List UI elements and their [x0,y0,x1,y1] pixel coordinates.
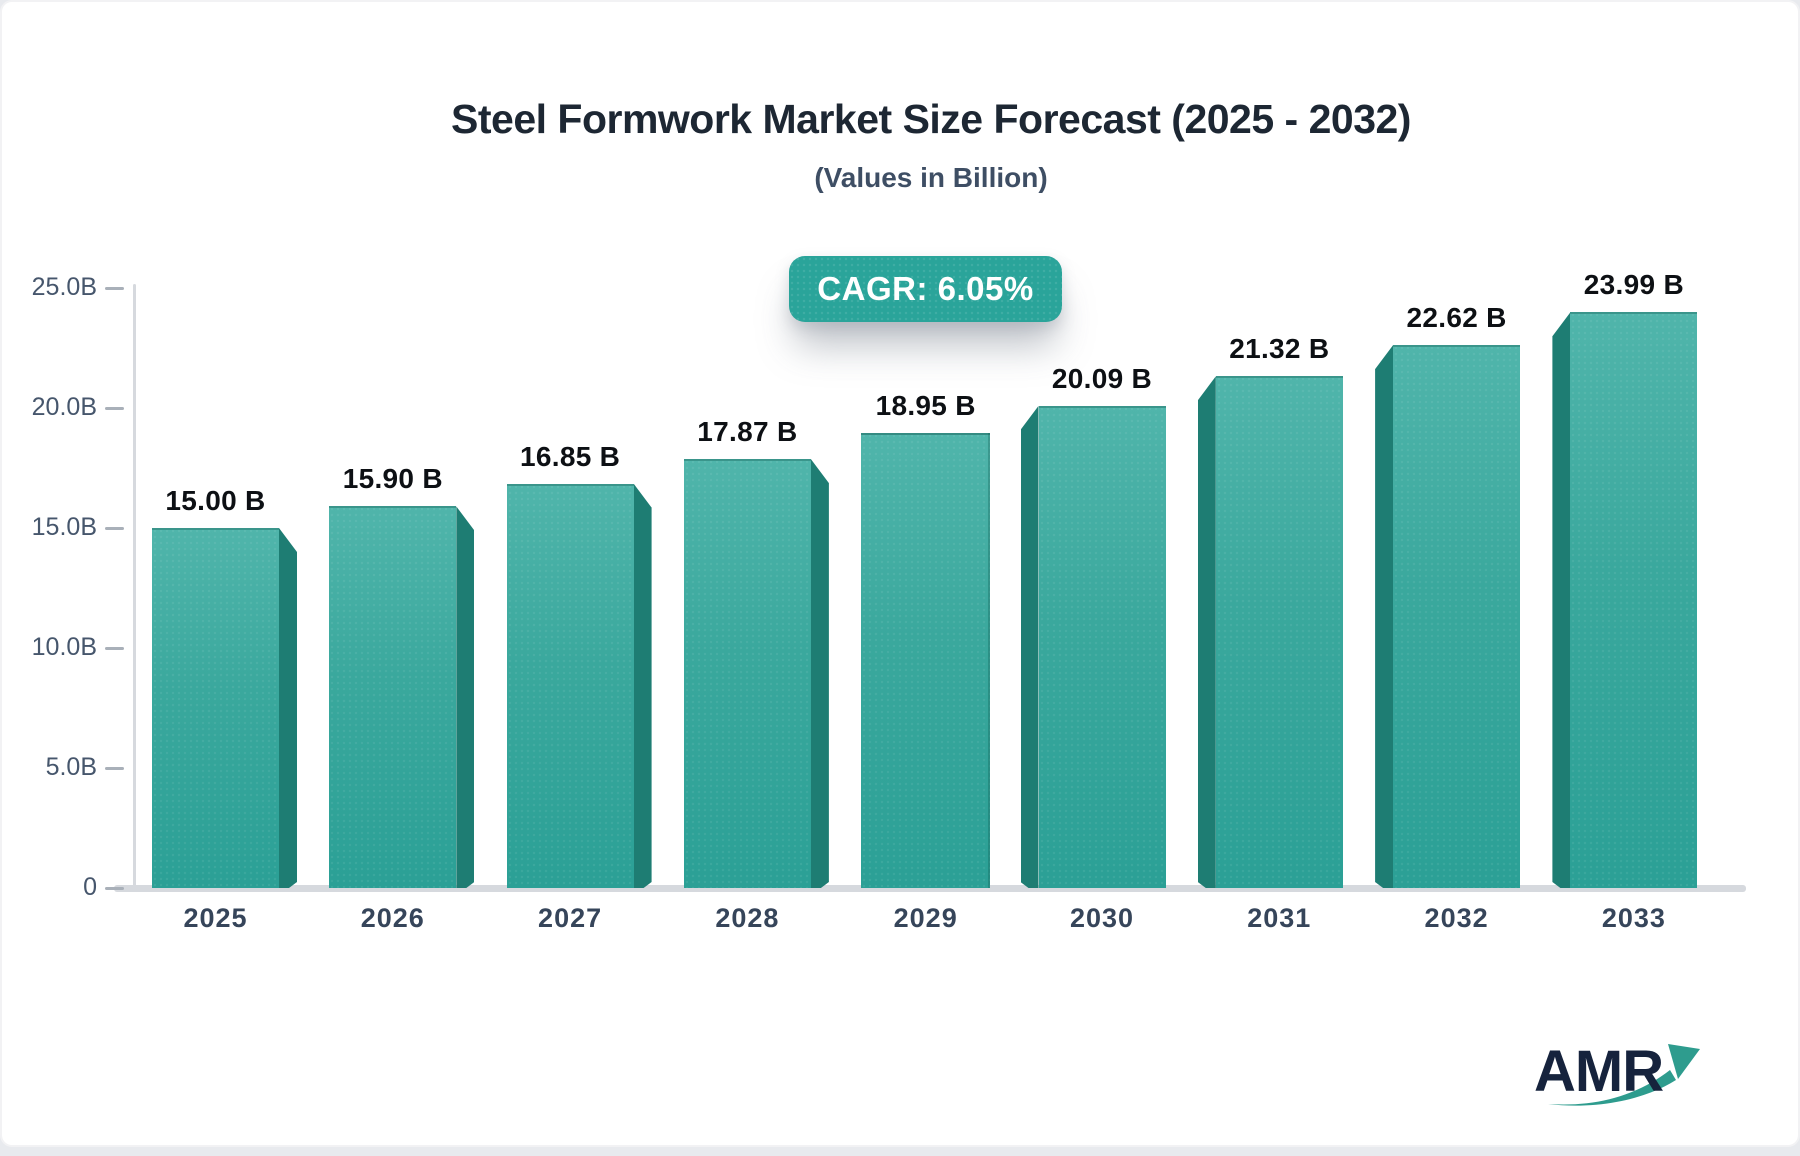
x-axis-label-2031: 2031 [1247,903,1312,933]
y-axis-tick-label: 0 [83,873,97,901]
bar-value-label-2028: 17.87 B [697,416,798,448]
bar-2029 [861,433,991,888]
y-axis-line [133,284,136,890]
bar-2030 [1038,405,1166,888]
y-axis-tick-label: 10.0B [31,633,97,661]
bar-side-2030 [1021,406,1039,888]
y-axis-tick [105,887,124,890]
chart-subtitle: (Values in Billion) [814,162,1048,193]
bar-2031 [1215,376,1343,888]
x-axis-label-2025: 2025 [183,903,248,933]
x-axis-label-2029: 2029 [893,903,958,933]
y-axis-tick [105,647,124,650]
bar-side-2032 [1375,345,1393,888]
y-axis-tick-label: 20.0B [31,393,97,421]
chart-title: Steel Formwork Market Size Forecast (202… [451,96,1411,142]
bar-side-2025 [279,528,297,888]
y-axis-tick [105,407,124,410]
x-axis-label-2026: 2026 [360,903,425,933]
bar-value-label-2033: 23.99 B [1583,269,1684,301]
bar-side-2026 [456,506,474,888]
x-axis-label-2027: 2027 [538,903,603,933]
amr-logo: AMR [1534,1032,1724,1118]
y-axis-tick [105,287,124,290]
y-axis-tick-label: 25.0B [31,273,97,301]
bar-2032 [1393,345,1521,888]
cagr-badge: CAGR: 6.05% [789,256,1062,322]
bar-side-2027 [634,484,652,888]
bar-value-label-2026: 15.90 B [342,463,443,495]
bar-value-label-2032: 22.62 B [1406,302,1507,334]
x-axis-label-2033: 2033 [1601,903,1666,933]
y-axis-tick-label: 15.0B [31,513,97,541]
y-axis-tick-label: 5.0B [45,753,97,781]
bar-value-label-2029: 18.95 B [875,390,976,422]
x-axis-line [114,885,1746,892]
amr-logo-text: AMR [1534,1039,1664,1104]
bar-side-2028 [811,459,829,888]
bar-value-label-2030: 20.09 B [1051,362,1153,394]
x-axis-label-2032: 2032 [1424,903,1489,933]
x-axis-label-2030: 2030 [1069,903,1135,933]
bar-2028 [683,459,811,888]
growth-arrow-icon [1548,1044,1700,1106]
y-axis-tick [105,767,124,770]
bar-side-2031 [1198,376,1216,888]
bar-side-2033 [1552,312,1570,888]
y-axis-tick [105,527,124,530]
bar-2026 [329,506,457,888]
bar-value-label-2025: 15.00 B [165,485,266,516]
bar-value-label-2027: 16.85 B [520,440,621,472]
bar-value-label-2031: 21.32 B [1229,333,1330,365]
bar-2033 [1570,312,1698,888]
bar-2025 [152,528,279,888]
bar-2027 [506,483,634,888]
x-axis-label-2028: 2028 [715,903,780,933]
